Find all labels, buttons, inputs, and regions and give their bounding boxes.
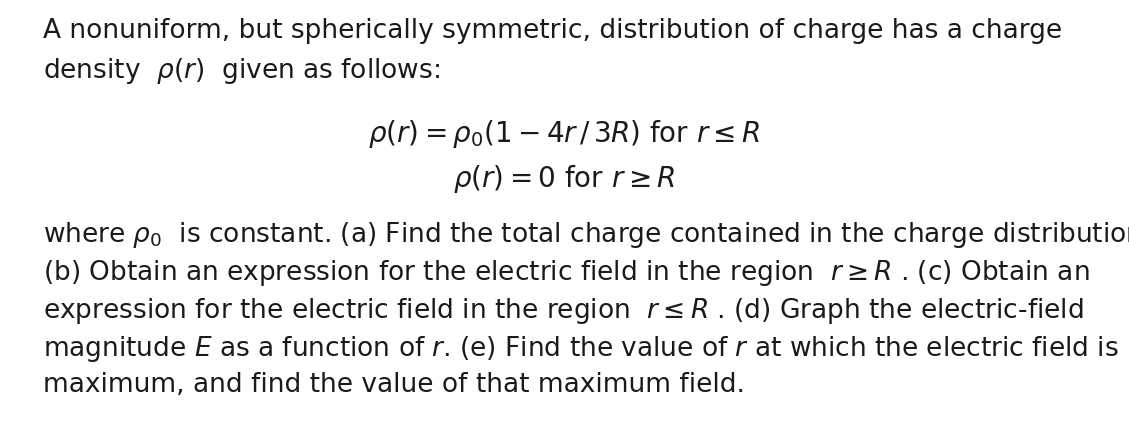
Text: $\rho(r) = \rho_0(1 - 4r\,/\,3R)$ for $r \leq R$: $\rho(r) = \rho_0(1 - 4r\,/\,3R)$ for $r… — [368, 118, 761, 150]
Text: $\rho(r) = 0$ for $r \geq R$: $\rho(r) = 0$ for $r \geq R$ — [454, 163, 675, 195]
Text: A nonuniform, but spherically symmetric, distribution of charge has a charge: A nonuniform, but spherically symmetric,… — [43, 18, 1062, 44]
Text: density  $\rho(r)$  given as follows:: density $\rho(r)$ given as follows: — [43, 56, 440, 86]
Text: where $\rho_0$  is constant. (a) Find the total charge contained in the charge d: where $\rho_0$ is constant. (a) Find the… — [43, 220, 1129, 250]
Text: magnitude $E$ as a function of $r$. (e) Find the value of $r$ at which the elect: magnitude $E$ as a function of $r$. (e) … — [43, 334, 1119, 364]
Text: expression for the electric field in the region  $r \leq R$ . (d) Graph the elec: expression for the electric field in the… — [43, 296, 1084, 326]
Text: (b) Obtain an expression for the electric field in the region  $r \geq R$ . (c) : (b) Obtain an expression for the electri… — [43, 258, 1089, 288]
Text: maximum, and find the value of that maximum field.: maximum, and find the value of that maxi… — [43, 372, 745, 398]
